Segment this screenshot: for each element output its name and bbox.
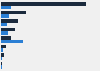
- Bar: [1, 65, 2, 69]
- Bar: [1, 28, 15, 31]
- Bar: [1, 62, 2, 65]
- Bar: [1, 53, 4, 57]
- Bar: [1, 11, 26, 14]
- Bar: [1, 2, 86, 6]
- Bar: [1, 31, 8, 35]
- Bar: [1, 19, 18, 23]
- Bar: [1, 40, 23, 43]
- Bar: [1, 45, 6, 48]
- Bar: [1, 14, 9, 18]
- Bar: [1, 23, 7, 26]
- Bar: [1, 48, 3, 52]
- Bar: [1, 6, 11, 9]
- Bar: [1, 36, 11, 40]
- Bar: [1, 57, 2, 60]
